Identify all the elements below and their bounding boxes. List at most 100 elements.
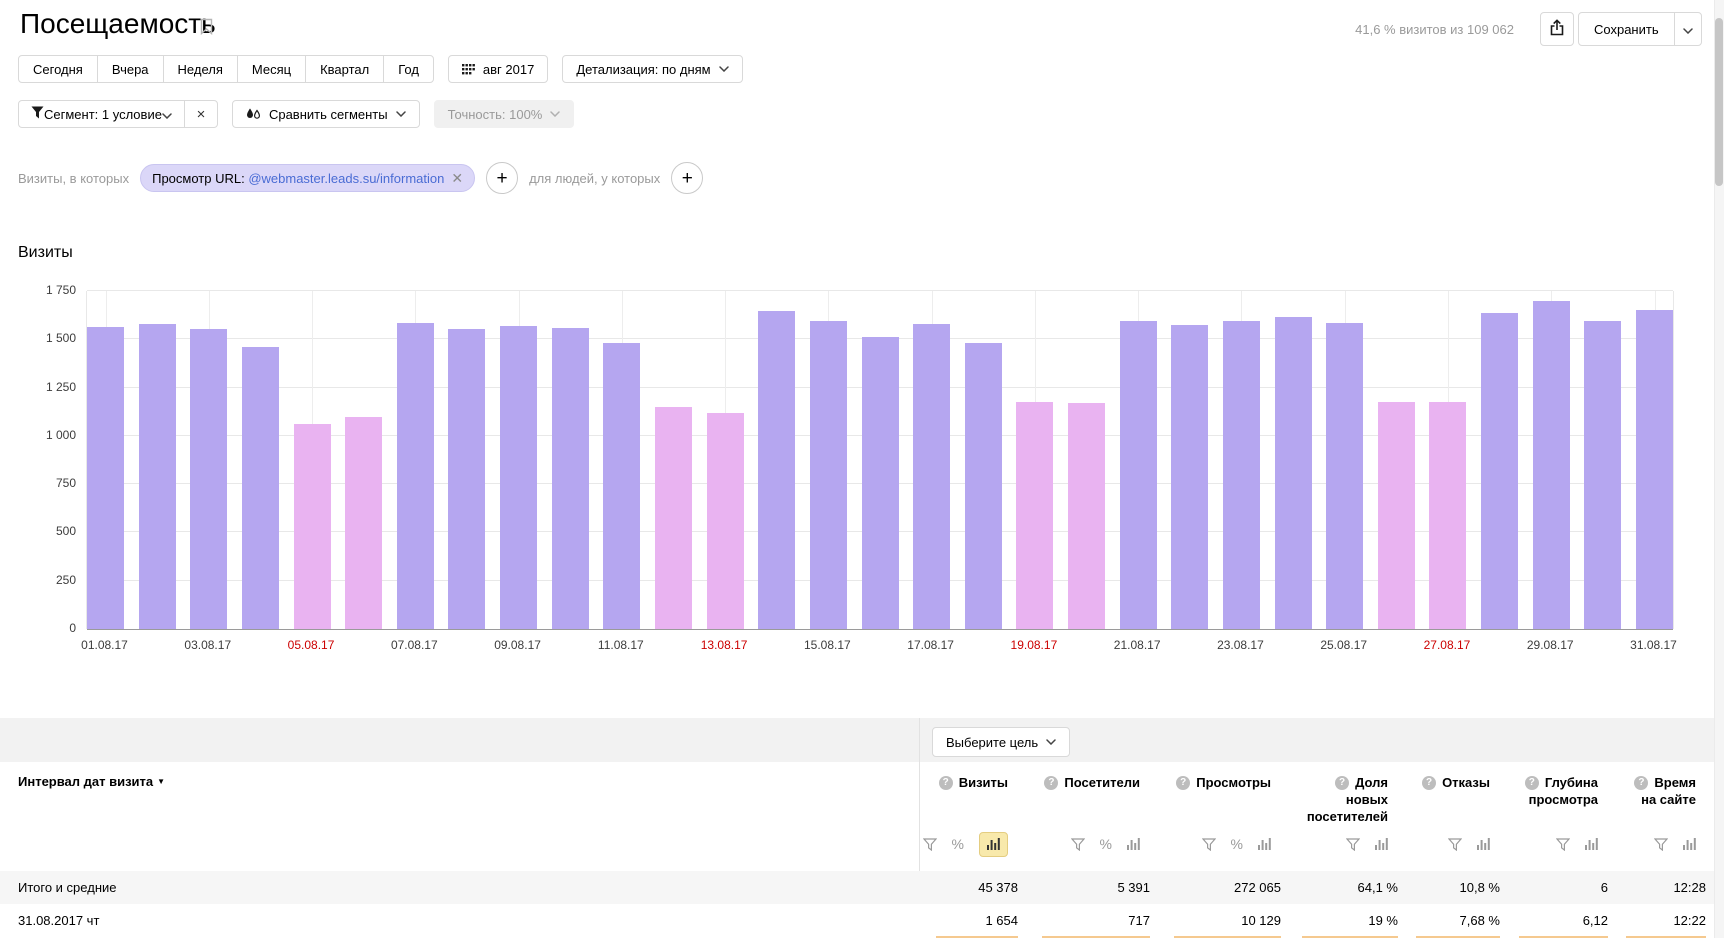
column-header-6[interactable]: ? Время на сайте xyxy=(1610,774,1708,825)
chart-bar-15.08.17[interactable] xyxy=(809,321,847,629)
bar-chart-icon[interactable] xyxy=(1127,838,1140,850)
share-button[interactable] xyxy=(1540,12,1574,46)
column-header-2[interactable]: ? Просмотры xyxy=(1152,774,1283,825)
scrollbar-thumb[interactable] xyxy=(1715,18,1723,186)
detail-button[interactable]: Детализация: по дням xyxy=(562,55,743,83)
chart-bar-26.08.17[interactable] xyxy=(1377,402,1415,629)
chart-bar-12.08.17[interactable] xyxy=(654,407,692,629)
chart-bar-28.08.17[interactable] xyxy=(1481,313,1519,629)
period-tab-4[interactable]: Квартал xyxy=(305,56,383,82)
share-icon xyxy=(1548,18,1566,40)
chart-bar-24.08.17[interactable] xyxy=(1274,317,1312,629)
question-icon[interactable]: ? xyxy=(938,775,953,790)
chart-bar-22.08.17[interactable] xyxy=(1171,325,1209,629)
chart-bar-27.08.17[interactable] xyxy=(1429,402,1467,629)
goal-band xyxy=(0,718,1724,762)
chart-bar-23.08.17[interactable] xyxy=(1222,321,1260,629)
segment-button-group: Сегмент: 1 условие × xyxy=(18,100,218,128)
filter-icon[interactable] xyxy=(1448,837,1462,851)
filter-icon[interactable] xyxy=(1201,837,1216,851)
accuracy-label: Точность: 100% xyxy=(447,106,543,122)
chart-bar-14.08.17[interactable] xyxy=(758,311,796,629)
period-tab-3[interactable]: Месяц xyxy=(236,56,305,82)
question-icon[interactable]: ? xyxy=(1335,775,1350,790)
chart-bar-03.08.17[interactable] xyxy=(190,329,228,629)
bookmark-icon[interactable] xyxy=(200,18,213,38)
column-header-0[interactable]: ? Визиты xyxy=(920,774,1020,825)
chart-bar-07.08.17[interactable] xyxy=(396,323,434,629)
column-header-4[interactable]: ? Отказы xyxy=(1400,774,1502,825)
percent-icon[interactable]: % xyxy=(1230,836,1243,852)
filter-icon[interactable] xyxy=(1556,837,1570,851)
x-tick-label: 27.08.17 xyxy=(1423,638,1471,652)
chart-bar-20.08.17[interactable] xyxy=(1068,403,1106,629)
bar-chart-icon[interactable] xyxy=(979,831,1008,857)
scrollbar-track[interactable] xyxy=(1714,0,1724,938)
filter-icon[interactable] xyxy=(1654,837,1668,851)
add-people-condition-button[interactable]: + xyxy=(671,162,704,194)
question-icon[interactable]: ? xyxy=(1634,775,1649,790)
chart-bar-05.08.17[interactable] xyxy=(293,424,331,629)
column-header-3[interactable]: ? Доля новых посетителей xyxy=(1306,775,1388,824)
chart-bar-06.08.17[interactable] xyxy=(345,417,383,629)
chart-bar-31.08.17[interactable] xyxy=(1636,310,1673,629)
chart-bar-17.08.17[interactable] xyxy=(913,324,951,629)
x-tick-label: 01.08.17 xyxy=(81,638,128,652)
segment-button[interactable]: Сегмент: 1 условие xyxy=(19,101,184,127)
add-visit-condition-button[interactable]: + xyxy=(486,162,519,194)
question-icon[interactable]: ? xyxy=(1176,775,1191,790)
close-icon[interactable]: ✕ xyxy=(451,169,464,186)
chart-bar-16.08.17[interactable] xyxy=(861,337,899,629)
chart-bar-04.08.17[interactable] xyxy=(241,347,279,629)
bar-chart-icon[interactable] xyxy=(1375,838,1388,850)
chart-bar-08.08.17[interactable] xyxy=(448,329,486,629)
bar-chart-icon[interactable] xyxy=(1258,838,1271,850)
plus-icon: + xyxy=(681,167,693,189)
column-header-1[interactable]: ? Посетители xyxy=(1020,774,1152,825)
cell-value: 64,1 % xyxy=(1357,880,1398,895)
question-icon[interactable]: ? xyxy=(1524,775,1539,790)
date-interval-header[interactable]: Интервал дат визита ▼ xyxy=(18,774,165,789)
chart-bar-25.08.17[interactable] xyxy=(1326,323,1364,629)
chart-bar-01.08.17[interactable] xyxy=(87,327,124,629)
accuracy-button[interactable]: Точность: 100% xyxy=(433,100,575,128)
period-tab-2[interactable]: Неделя xyxy=(162,56,237,82)
chart-bar-19.08.17[interactable] xyxy=(1016,402,1054,629)
filter-icon[interactable] xyxy=(922,837,937,851)
chart-bar-10.08.17[interactable] xyxy=(551,328,589,629)
chart-bar-29.08.17[interactable] xyxy=(1532,301,1570,629)
segment-clear-button[interactable]: × xyxy=(183,101,217,127)
chart-bar-21.08.17[interactable] xyxy=(1119,321,1157,629)
filter-icon[interactable] xyxy=(1070,837,1085,851)
period-tab-1[interactable]: Вчера xyxy=(96,56,163,82)
chart-bar-30.08.17[interactable] xyxy=(1584,321,1622,629)
url-filter-chip[interactable]: Просмотр URL: @webmaster.leads.su/inform… xyxy=(140,164,476,192)
x-tick-label: 11.08.17 xyxy=(597,638,644,652)
chart-bar-09.08.17[interactable] xyxy=(500,326,538,629)
save-options-button[interactable] xyxy=(1673,13,1701,45)
bar-chart-icon[interactable] xyxy=(1477,838,1490,850)
table-row[interactable]: 31.08.2017 чт 1 654 717 10 129 19 % 7,68 % 6,… xyxy=(0,904,1724,938)
bar-chart-icon[interactable] xyxy=(1683,838,1696,850)
chart-bar-18.08.17[interactable] xyxy=(964,343,1002,629)
filter-icon[interactable] xyxy=(1346,837,1360,851)
chart-bar-02.08.17[interactable] xyxy=(138,324,176,629)
compare-segments-button[interactable]: Сравнить сегменты xyxy=(231,100,420,128)
x-tick-label: 17.08.17 xyxy=(907,638,954,652)
save-button[interactable]: Сохранить xyxy=(1579,13,1674,45)
select-goal-button[interactable]: Выберите цель xyxy=(932,727,1071,757)
percent-icon[interactable]: % xyxy=(951,836,964,852)
percent-icon[interactable]: % xyxy=(1099,836,1112,852)
bar-chart-icon[interactable] xyxy=(1585,838,1598,850)
compare-segments-icon xyxy=(246,108,261,121)
sort-triangle-icon: ▼ xyxy=(157,777,166,786)
date-picker-button[interactable]: авг 2017 xyxy=(447,55,549,83)
question-icon[interactable]: ? xyxy=(1422,775,1437,790)
column-header-5[interactable]: ? Глубина просмотра xyxy=(1502,774,1610,825)
chart-bar-11.08.17[interactable] xyxy=(603,343,641,629)
column-toggles-4 xyxy=(1400,831,1502,857)
chart-bar-13.08.17[interactable] xyxy=(706,413,744,629)
period-tab-5[interactable]: Год xyxy=(383,56,433,82)
question-icon[interactable]: ? xyxy=(1044,775,1059,790)
period-tab-0[interactable]: Сегодня xyxy=(33,61,83,77)
